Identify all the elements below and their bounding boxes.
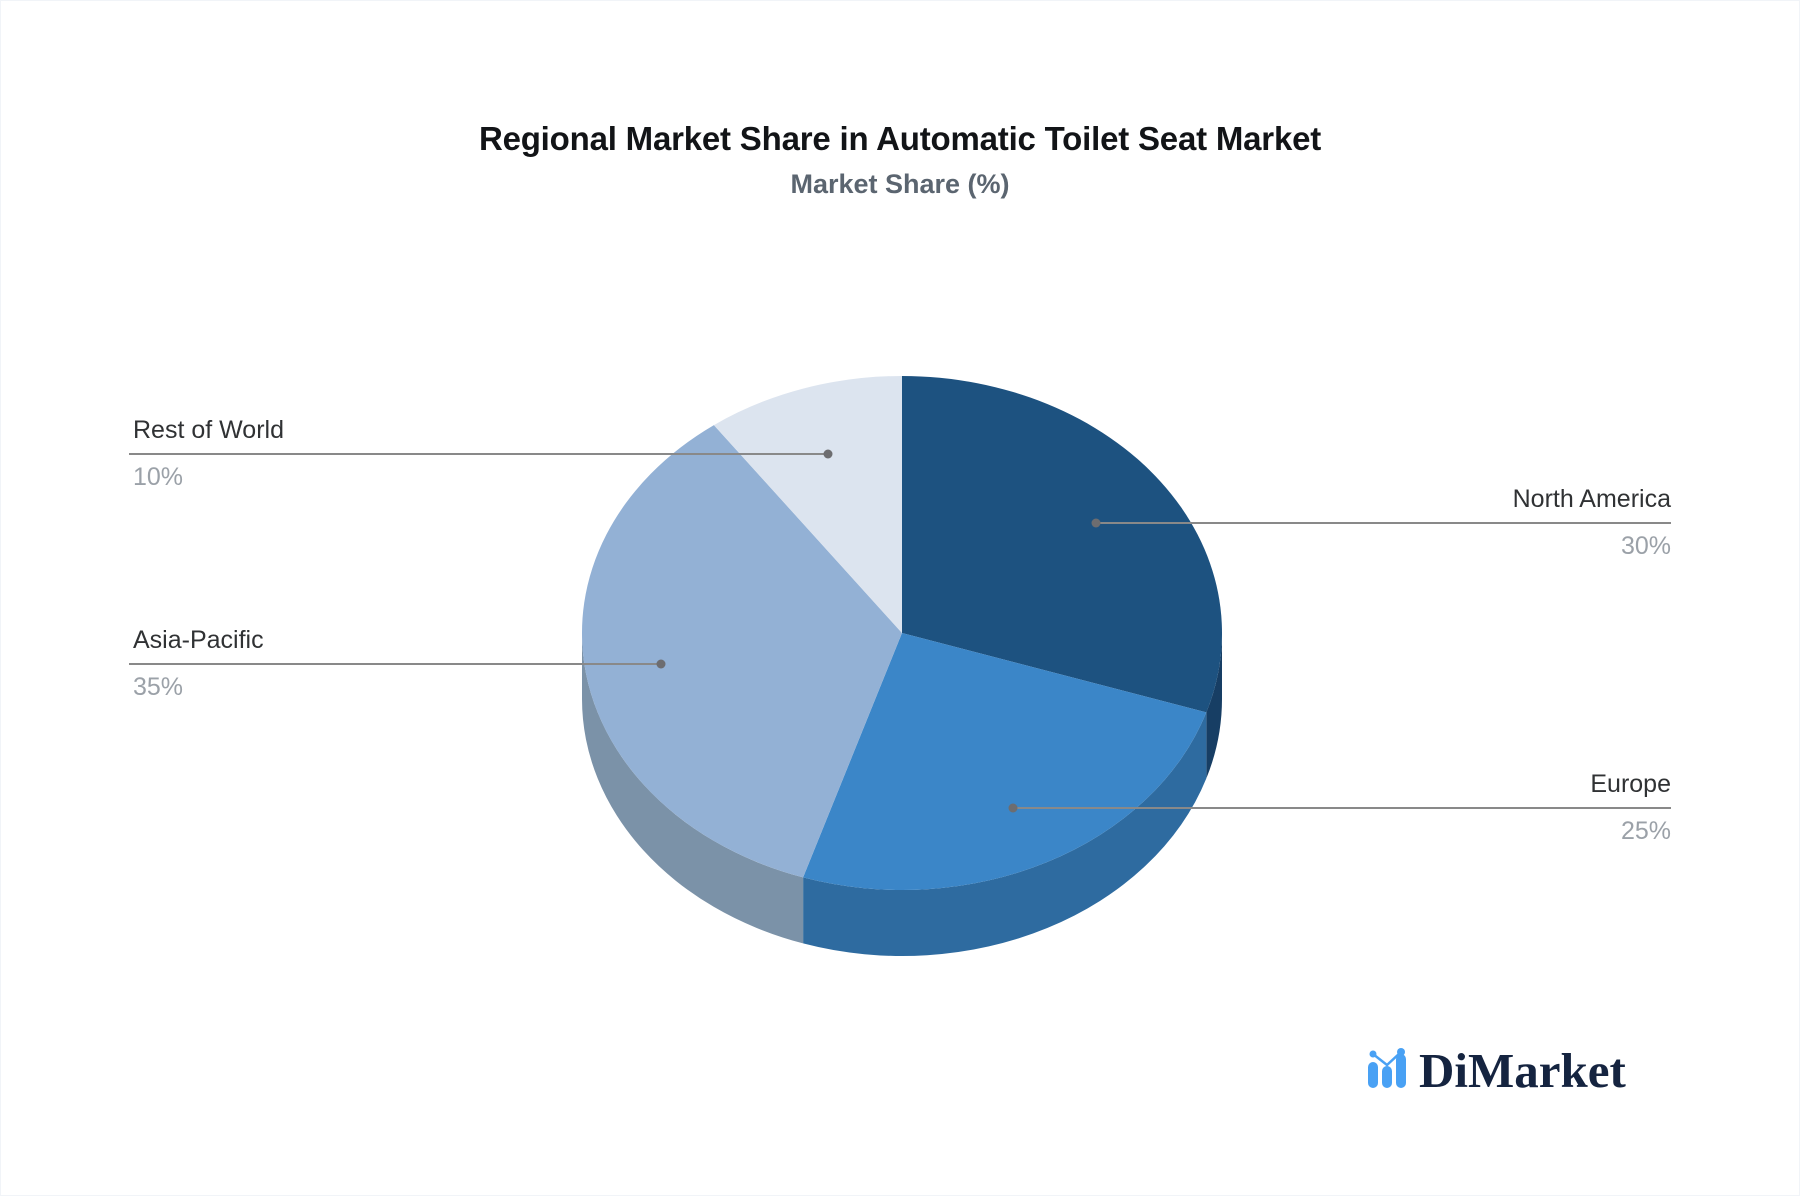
pie-slice-side-asia-pacific bbox=[582, 633, 804, 944]
leader-dot bbox=[656, 659, 666, 669]
pie-slice-europe[interactable] bbox=[803, 633, 1207, 891]
segment-value: 35% bbox=[133, 673, 184, 701]
segment-label: Asia-Pacific bbox=[133, 626, 264, 655]
pie-slice-side-europe bbox=[803, 712, 1207, 957]
leader-dot bbox=[823, 449, 833, 459]
leader-dot bbox=[1008, 803, 1018, 813]
dimarket-logo-text: DiMarket bbox=[1419, 1043, 1626, 1098]
dimarket-logo: DiMarket bbox=[1367, 1043, 1667, 1103]
dimarket-logo-icon bbox=[1368, 1048, 1406, 1088]
chart-subtitle: Market Share (%) bbox=[790, 169, 1010, 199]
leader-dot bbox=[1091, 518, 1101, 528]
segment-value: 25% bbox=[1620, 817, 1671, 845]
segment-label: Rest of World bbox=[133, 416, 284, 445]
segment-value: 10% bbox=[133, 463, 184, 491]
segment-label: North America bbox=[1512, 485, 1671, 514]
segment-label: Europe bbox=[1590, 770, 1671, 799]
pie-slice-side-north-america bbox=[1206, 633, 1222, 779]
pie-slice-asia-pacific[interactable] bbox=[581, 425, 902, 878]
pie-slice-north-america[interactable] bbox=[902, 376, 1223, 713]
pie-slice-rest-of-world[interactable] bbox=[713, 376, 902, 633]
chart-title: Regional Market Share in Automatic Toile… bbox=[478, 120, 1322, 157]
segment-value: 30% bbox=[1620, 532, 1671, 560]
